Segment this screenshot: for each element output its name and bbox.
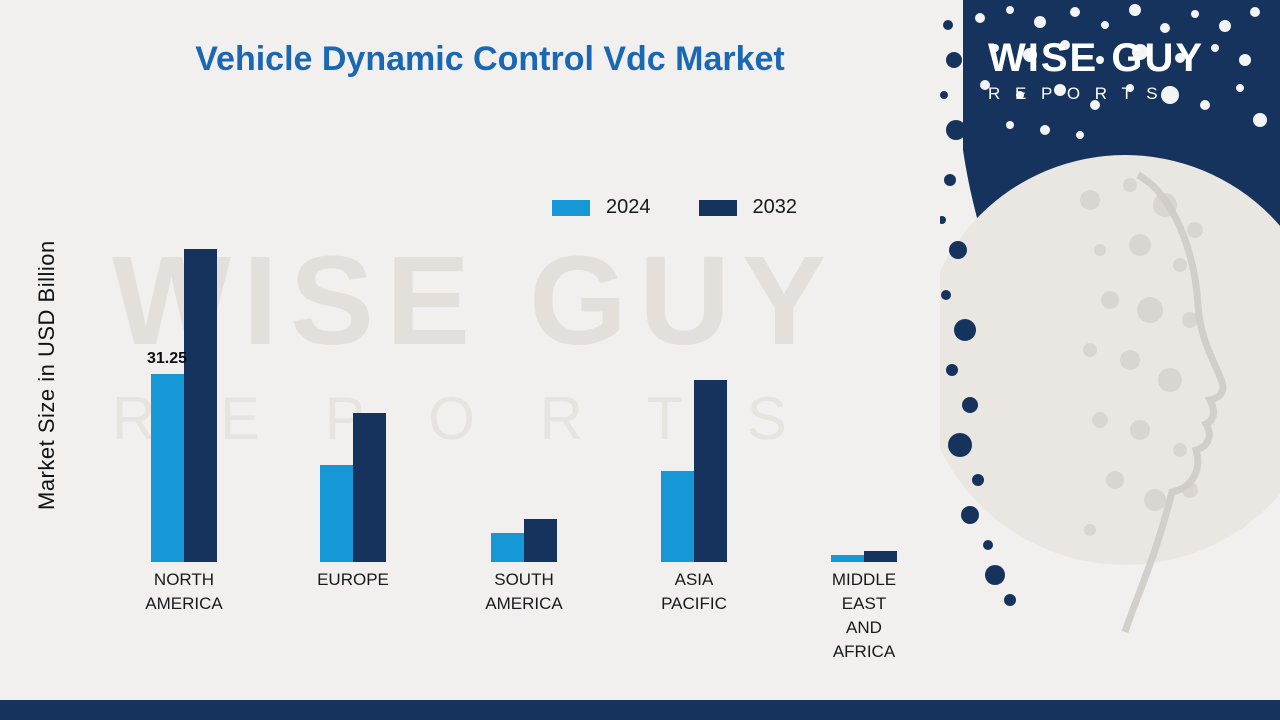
legend-label-2032: 2032 — [752, 196, 798, 218]
category-label-middle-east-and-africa: MIDDLE EAST AND AFRICA — [831, 570, 897, 662]
legend-item-2024: 2024 — [552, 196, 651, 219]
bars-north-america — [109, 249, 259, 562]
bar-group-south-america: SOUTH AMERICA — [449, 0, 599, 720]
category-label-north-america: NORTH AMERICA — [145, 570, 223, 614]
bars-south-america — [449, 519, 599, 562]
bar-value-label-north-america: 31.25 — [146, 350, 188, 367]
bar-group-north-america: 31.25 NORTH AMERICA — [109, 0, 259, 720]
bar-2024-asia-pacific — [661, 471, 694, 562]
category-label-south-america: SOUTH AMERICA — [485, 570, 563, 614]
category-label-asia-pacific: ASIA PACIFIC — [661, 570, 727, 614]
chart-title: Vehicle Dynamic Control Vdc Market — [195, 40, 785, 78]
bars-europe — [278, 413, 428, 562]
bar-2032-middle-east-and-africa — [864, 551, 897, 562]
watermark: WISE GUY R E P O R T S — [112, 238, 838, 453]
bar-2032-north-america — [184, 249, 217, 562]
legend-label-2024: 2024 — [606, 196, 651, 218]
bar-group-middle-east-and-africa: MIDDLE EAST AND AFRICA — [789, 0, 939, 720]
watermark-line1: WISE GUY — [112, 230, 839, 371]
bars-middle-east-and-africa — [789, 551, 939, 562]
legend-swatch-2032 — [698, 199, 737, 216]
bar-group-asia-pacific: ASIA PACIFIC — [619, 0, 769, 720]
bar-group-europe: EUROPE — [278, 0, 428, 720]
footer-bar — [0, 700, 1280, 720]
bar-2024-europe — [320, 465, 353, 562]
bar-2024-north-america — [151, 374, 184, 562]
bar-2024-south-america — [491, 533, 524, 562]
bar-2024-middle-east-and-africa — [831, 555, 864, 562]
legend-item-2032: 2032 — [698, 196, 798, 219]
watermark-line2: R E P O R T S — [112, 385, 811, 452]
brand-logo-reports: R E P O R T S — [988, 84, 1163, 103]
bar-2032-south-america — [524, 519, 557, 562]
brand-art — [940, 0, 1280, 634]
bar-2032-asia-pacific — [694, 380, 727, 562]
bar-2032-europe — [353, 413, 386, 562]
category-label-europe: EUROPE — [317, 570, 389, 589]
legend-swatch-2024 — [552, 199, 590, 216]
legend: 2024 2032 — [552, 196, 797, 219]
brand-logo: WISE GUY R E P O R T S — [988, 38, 1204, 104]
brand-logo-name: WISE GUY — [988, 36, 1205, 80]
bars-asia-pacific — [619, 380, 769, 562]
